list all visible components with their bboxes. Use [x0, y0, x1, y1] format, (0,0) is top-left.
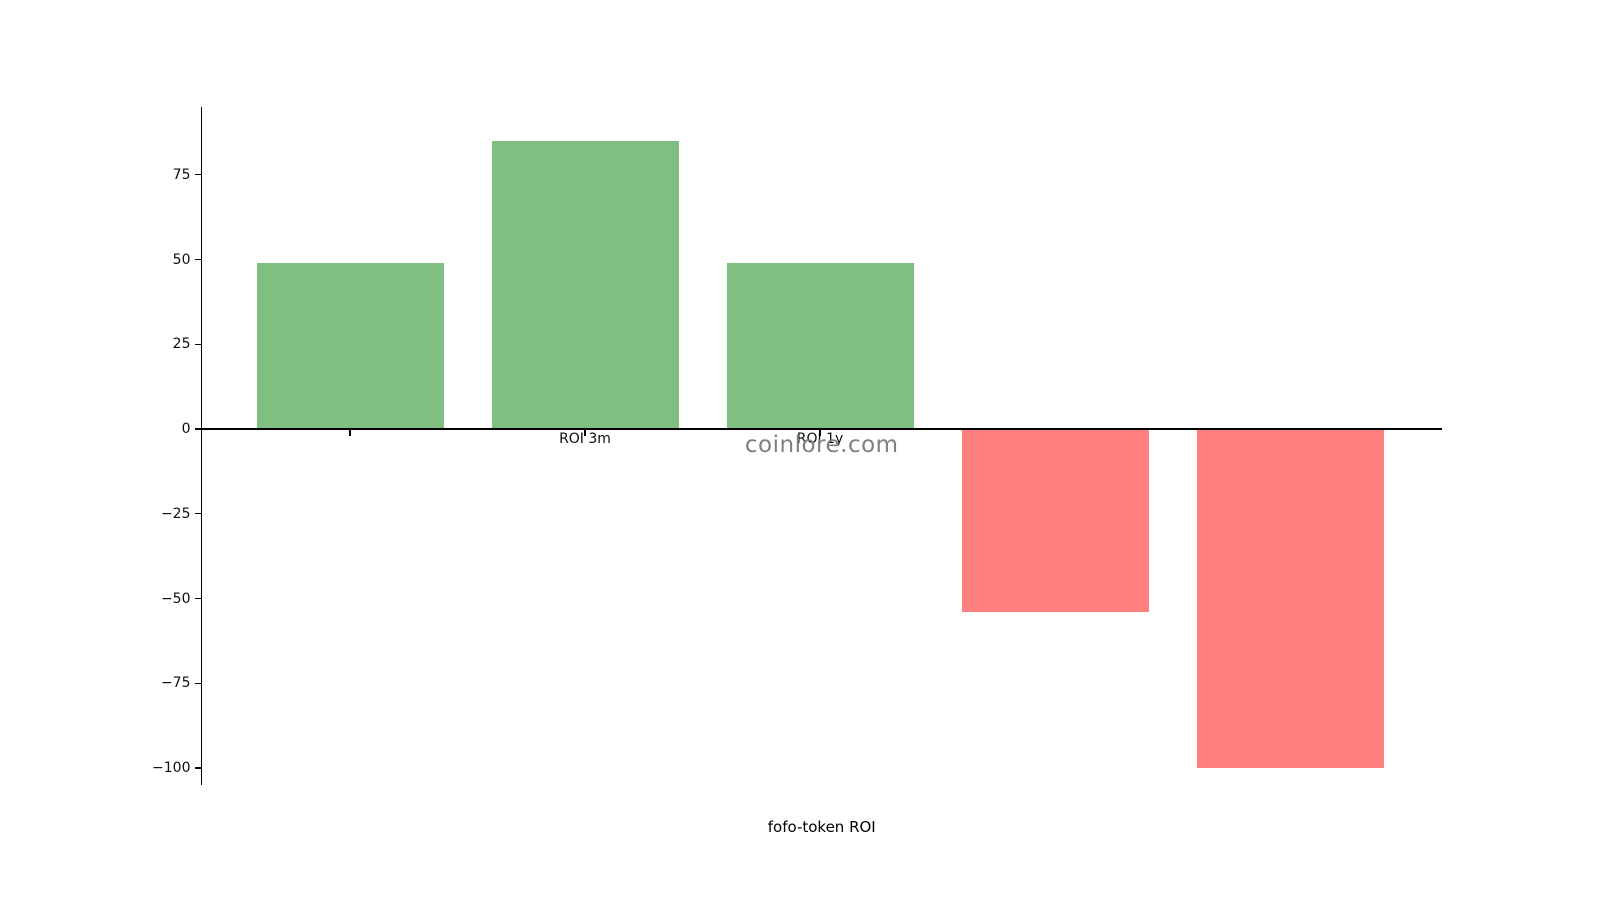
y-tick-label: 0	[181, 421, 191, 438]
y-tick-mark	[195, 174, 202, 176]
y-tick-mark	[195, 513, 202, 515]
y-tick-label: −25	[160, 505, 191, 522]
x-axis-zero-line	[201, 428, 1442, 430]
y-tick-mark	[195, 682, 202, 684]
chart-title: fofo-token ROI	[767, 818, 876, 836]
x-tick-label: ROI 3m	[559, 431, 611, 448]
y-tick-mark	[195, 343, 202, 345]
bar-negative	[1196, 429, 1384, 769]
x-tick-mark	[584, 429, 586, 436]
y-tick-label: 75	[172, 166, 191, 183]
watermark-text: coinlore.com	[744, 432, 899, 459]
y-tick-label: −50	[160, 590, 191, 607]
y-tick-mark	[195, 258, 202, 261]
y-tick-label: 25	[172, 336, 191, 353]
x-tick-mark	[819, 429, 821, 436]
x-tick-label: ROI 1y	[796, 431, 844, 448]
y-tick-label: −75	[160, 675, 191, 692]
bar-positive	[491, 140, 679, 430]
x-tick-mark	[349, 429, 351, 436]
y-tick-mark	[195, 767, 202, 769]
y-tick-mark	[195, 428, 202, 430]
y-tick-label: −100	[152, 760, 191, 777]
bar-negative	[961, 429, 1149, 613]
bar-positive	[256, 262, 444, 430]
y-tick-mark	[195, 597, 202, 600]
y-axis-spine	[200, 107, 203, 785]
y-tick-label: 50	[172, 251, 191, 268]
bar-positive	[726, 262, 914, 430]
